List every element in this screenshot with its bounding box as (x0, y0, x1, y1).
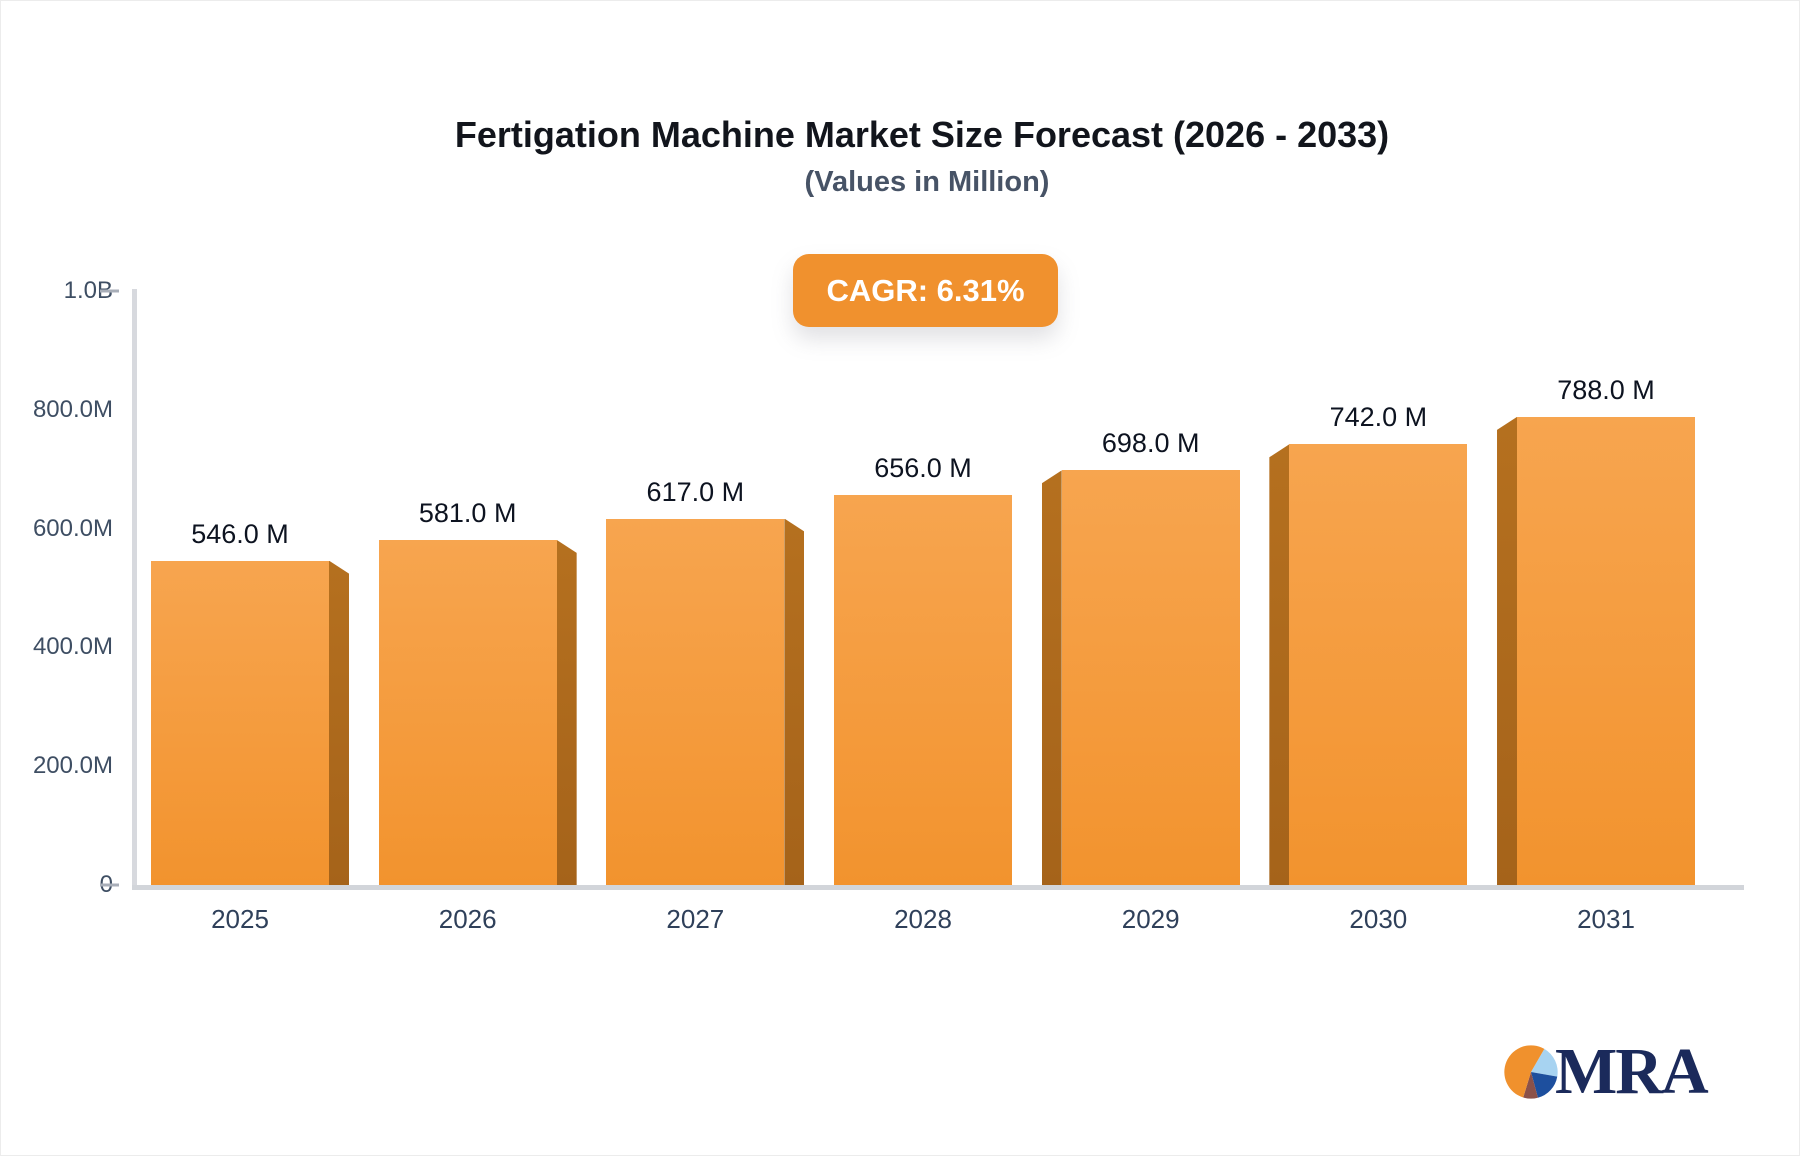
x-axis-label-2031: 2031 (1577, 904, 1635, 934)
bar-2027 (606, 518, 785, 885)
bar-2028 (834, 495, 1012, 885)
bar-3d-side (784, 518, 805, 885)
brand-logo: MRA (1503, 1035, 1709, 1108)
bar-3d-side (1497, 416, 1518, 885)
x-axis-label-2028: 2028 (894, 904, 952, 934)
pie-chart-icon (1504, 1045, 1558, 1099)
x-axis-label-2026: 2026 (438, 904, 497, 934)
bar-3d-side (1269, 444, 1290, 885)
y-axis-tick-label: 1.0B (63, 277, 113, 304)
bar-value-label: 698.0 M (1101, 428, 1200, 459)
bar-value-label: 788.0 M (1557, 374, 1655, 405)
y-axis-tick-label: 400.0M (32, 633, 113, 661)
bar-3d-side (1041, 470, 1062, 885)
y-axis-line (132, 289, 137, 888)
x-axis-label-2025: 2025 (211, 904, 269, 934)
bar-value-label: 617.0 M (646, 476, 745, 507)
page-title: Fertigation Machine Market Size Forecast… (454, 114, 1390, 155)
x-axis-label-2030: 2030 (1349, 904, 1408, 934)
cagr-badge-label: CAGR: 6.31% (826, 272, 1025, 308)
y-axis-tick-label: 800.0M (32, 395, 113, 423)
bar-value-label: 546.0 M (191, 518, 289, 549)
bar-2029 (1061, 470, 1240, 885)
bar-2030 (1289, 444, 1468, 885)
bar-value-label: 656.0 M (874, 453, 972, 484)
bar-2031 (1517, 416, 1696, 885)
y-axis-tick-label: 0 (1, 871, 113, 899)
y-axis-tick-label: 200.0M (32, 752, 113, 780)
bar-value-label: 581.0 M (418, 497, 517, 528)
pie-slice (1523, 1072, 1538, 1099)
x-axis-baseline (132, 885, 1744, 890)
y-axis-tick-label: 600.0M (32, 514, 113, 542)
x-axis-label-2029: 2029 (1121, 904, 1180, 934)
cagr-badge: CAGR: 6.31% (793, 254, 1058, 327)
pie-slice (1504, 1045, 1545, 1098)
bar-3d-side (329, 560, 349, 885)
x-axis-label-2027: 2027 (666, 904, 725, 934)
y-axis-tick-mark (100, 883, 119, 887)
pie-slice (1531, 1048, 1558, 1077)
bar-3d-side (556, 539, 577, 885)
bar-2026 (378, 539, 557, 885)
brand-name: MRA (1555, 1035, 1709, 1108)
y-axis-tick-mark (100, 289, 119, 293)
bar-value-label: 742.0 M (1329, 402, 1428, 433)
page-subtitle: (Values in Million) (804, 166, 1050, 198)
bar-2025 (151, 560, 329, 885)
pie-slice (1531, 1072, 1558, 1098)
